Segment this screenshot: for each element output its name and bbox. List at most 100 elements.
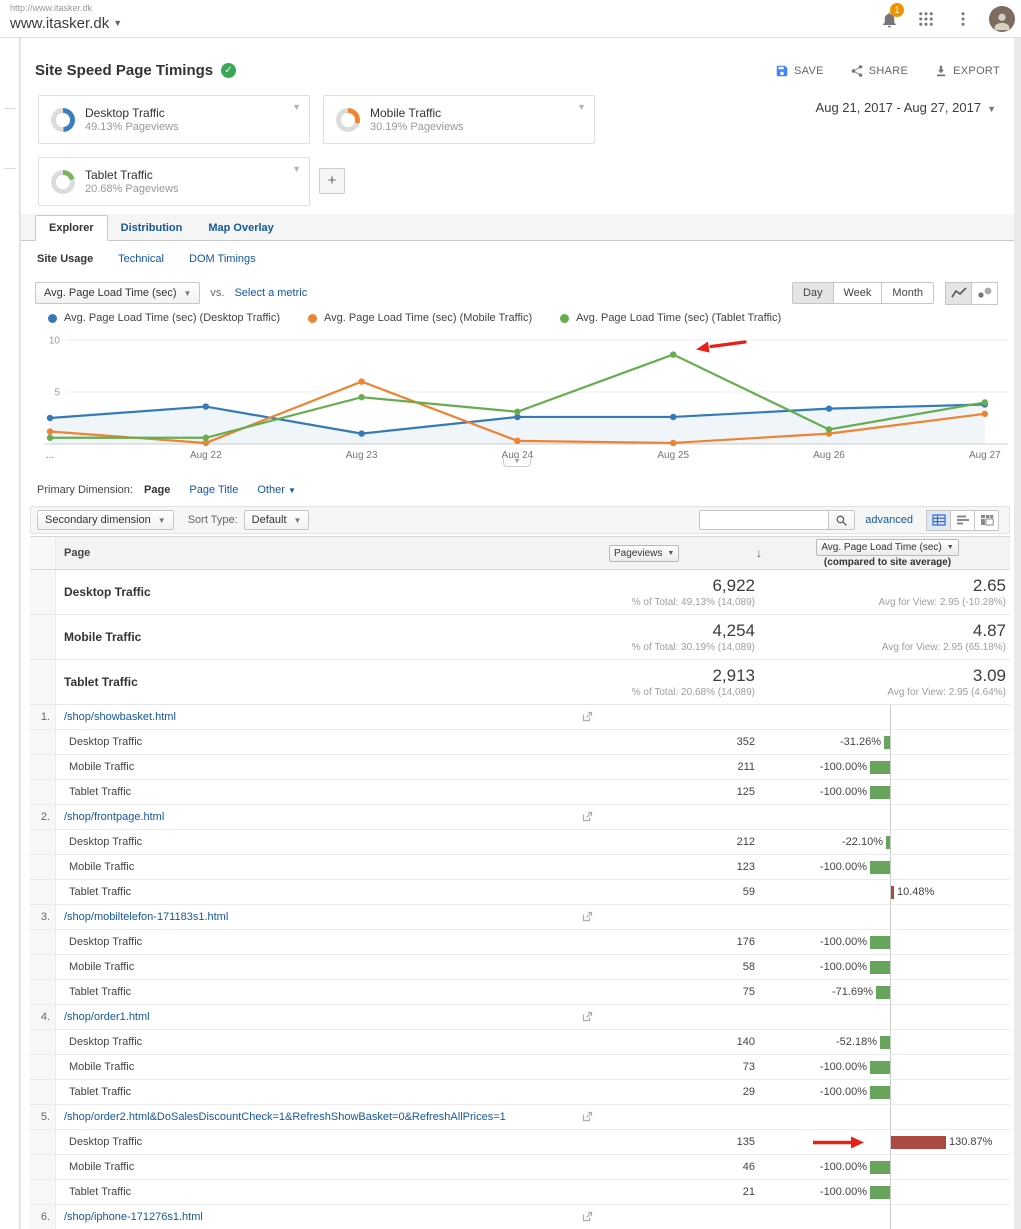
advanced-search-link[interactable]: advanced	[865, 514, 913, 526]
metric-bar-cell: -100.00%	[765, 930, 1010, 954]
open-page-icon[interactable]	[582, 711, 593, 725]
export-button[interactable]: EXPORT	[934, 64, 1000, 78]
segment-detail-row: Tablet Traffic 21 -100.00%	[30, 1180, 1010, 1205]
segment-label: Mobile Traffic	[69, 861, 135, 873]
svg-text:Aug 23: Aug 23	[346, 450, 378, 461]
delta-percent: 10.48%	[897, 886, 935, 898]
granularity-day-button[interactable]: Day	[791, 282, 834, 304]
line-chart-toggle-button[interactable]	[945, 281, 972, 305]
sort-desc-icon[interactable]: ↓	[756, 546, 762, 560]
segment-card-mobile[interactable]: Mobile Traffic 30.19% Pageviews ▼	[323, 95, 595, 144]
share-button[interactable]: SHARE	[850, 64, 908, 78]
segment-detail-row: Mobile Traffic 211 -100.00%	[30, 755, 1010, 780]
more-menu-button[interactable]	[952, 8, 974, 30]
open-page-icon[interactable]	[582, 1111, 593, 1125]
collapsed-sidebar[interactable]	[0, 38, 20, 1229]
page-link[interactable]: /shop/showbasket.html	[64, 711, 176, 723]
chevron-down-icon[interactable]: ▼	[292, 164, 301, 174]
open-page-icon[interactable]	[582, 1011, 593, 1025]
tab-explorer[interactable]: Explorer	[35, 215, 108, 241]
motion-chart-toggle-button[interactable]	[971, 281, 998, 305]
bar-axis	[890, 880, 891, 904]
segment-card-desktop[interactable]: Desktop Traffic 49.13% Pageviews ▼	[38, 95, 310, 144]
chevron-down-icon[interactable]: ▼	[292, 102, 301, 112]
segment-cards-row-1: Desktop Traffic 49.13% Pageviews ▼ Mobil…	[38, 95, 595, 144]
segment-summary-row[interactable]: Desktop Traffic 6,922 % of Total: 49.13% (…	[30, 570, 1010, 615]
bar-axis	[890, 930, 891, 954]
segment-label: Mobile Traffic	[69, 761, 135, 773]
open-page-icon[interactable]	[582, 1211, 593, 1225]
pivot-view-button[interactable]	[974, 509, 999, 531]
subtab-site-usage[interactable]: Site Usage	[37, 253, 94, 265]
share-label: SHARE	[868, 65, 909, 77]
page-link[interactable]: /shop/frontpage.html	[64, 811, 165, 823]
row-number: 3.	[30, 905, 56, 929]
dimension-page-title[interactable]: Page Title	[189, 484, 239, 496]
chevron-down-icon: ▼	[287, 486, 296, 495]
account-selector[interactable]: www.itasker.dk ▼	[10, 15, 122, 32]
granularity-week-button[interactable]: Week	[832, 282, 883, 304]
save-button[interactable]: SAVE	[775, 64, 824, 78]
comparison-view-button[interactable]	[950, 509, 975, 531]
pageviews-value: 29	[742, 1086, 755, 1098]
column-header-page[interactable]: Page	[64, 547, 91, 559]
date-range-selector[interactable]: Aug 21, 2017 - Aug 27, 2017 ▼	[816, 100, 996, 115]
segment-card-tablet[interactable]: Tablet Traffic 20.68% Pageviews ▼	[38, 157, 310, 206]
open-page-icon[interactable]	[582, 911, 593, 925]
negative-delta-bar	[870, 786, 890, 799]
legend-item: Avg. Page Load Time (sec) (Mobile Traffi…	[308, 312, 532, 324]
table-view-toggle	[926, 509, 999, 531]
metric-group-tabs: Site Usage Technical DOM Timings	[21, 242, 1014, 276]
add-segment-button[interactable]: +	[319, 168, 345, 194]
export-icon	[937, 65, 946, 77]
chevron-down-icon: ▼	[113, 18, 123, 28]
page-link[interactable]: /shop/order2.html&DoSalesDiscountCheck=1…	[64, 1111, 506, 1123]
metric-bar-cell: -52.18%	[765, 1030, 1010, 1054]
sort-type-selector[interactable]: Default ▼	[243, 510, 310, 530]
segment-summary-row[interactable]: Tablet Traffic 2,913 % of Total: 20.68% (1…	[30, 660, 1010, 705]
dimension-other[interactable]: Other ▼	[257, 484, 296, 496]
data-table-view-button[interactable]	[926, 509, 951, 531]
notifications-button[interactable]: 1	[878, 3, 904, 30]
pageviews-value: 212	[736, 836, 755, 848]
page-link[interactable]: /shop/order1.html	[64, 1011, 150, 1023]
pageviews-total-sub: % of Total: 20.68% (14,089)	[631, 687, 755, 698]
metric-bar-cell: -100.00%	[765, 1080, 1010, 1104]
table-search-button[interactable]	[829, 510, 856, 530]
report-tabs: Explorer Distribution Map Overlay	[21, 214, 1014, 241]
bar-axis	[890, 1030, 891, 1054]
person-icon	[994, 13, 1010, 31]
bar-axis	[890, 1205, 891, 1229]
segment-donut-icon	[51, 107, 75, 132]
secondary-dimension-button[interactable]: Secondary dimension ▼	[37, 510, 174, 530]
chevron-down-icon[interactable]: ▼	[577, 102, 586, 112]
tab-map-overlay[interactable]: Map Overlay	[208, 222, 274, 234]
subtab-technical[interactable]: Technical	[118, 253, 164, 265]
segment-summary-label: Mobile Traffic	[64, 630, 142, 644]
notification-badge: 1	[890, 3, 904, 17]
pageviews-column-selector[interactable]: Pageviews ▼	[609, 544, 680, 562]
timeseries-chart[interactable]: 5 10... Aug 22 Aug 23 Aug 24 Aug 25 Aug 26 Aug …	[30, 332, 1010, 482]
row-number: 5.	[30, 1105, 56, 1129]
subtab-dom-timings[interactable]: DOM Timings	[189, 253, 256, 265]
tab-distribution[interactable]: Distribution	[120, 222, 183, 234]
topbar: http://www.itasker.dk www.itasker.dk ▼ 1	[0, 0, 1021, 38]
metric-selector[interactable]: Avg. Page Load Time (sec) ▼	[35, 282, 201, 304]
page-link[interactable]: /shop/iphone-171276s1.html	[64, 1211, 203, 1223]
chart-expander-handle[interactable]: ▼	[503, 458, 531, 467]
select-a-metric-link[interactable]: Select a metric	[234, 287, 308, 299]
apps-grid-button[interactable]	[915, 8, 937, 30]
dimension-other-label: Other	[257, 484, 285, 496]
metric-column-selector[interactable]: Avg. Page Load Time (sec) ▼	[816, 538, 959, 556]
segment-label: Tablet Traffic	[69, 886, 132, 898]
pageviews-value: 140	[736, 1036, 755, 1048]
table-search-input[interactable]	[699, 510, 830, 530]
granularity-month-button[interactable]: Month	[881, 282, 934, 304]
open-page-icon[interactable]	[582, 811, 593, 825]
metric-bar-cell: -100.00%	[765, 755, 1010, 779]
metric-bar-cell: -100.00%	[765, 955, 1010, 979]
avatar[interactable]	[989, 6, 1015, 32]
segment-summary-row[interactable]: Mobile Traffic 4,254 % of Total: 30.19% (1…	[30, 615, 1010, 660]
page-link[interactable]: /shop/mobiltelefon-171183s1.html	[64, 911, 229, 923]
dimension-page[interactable]: Page	[144, 484, 171, 496]
